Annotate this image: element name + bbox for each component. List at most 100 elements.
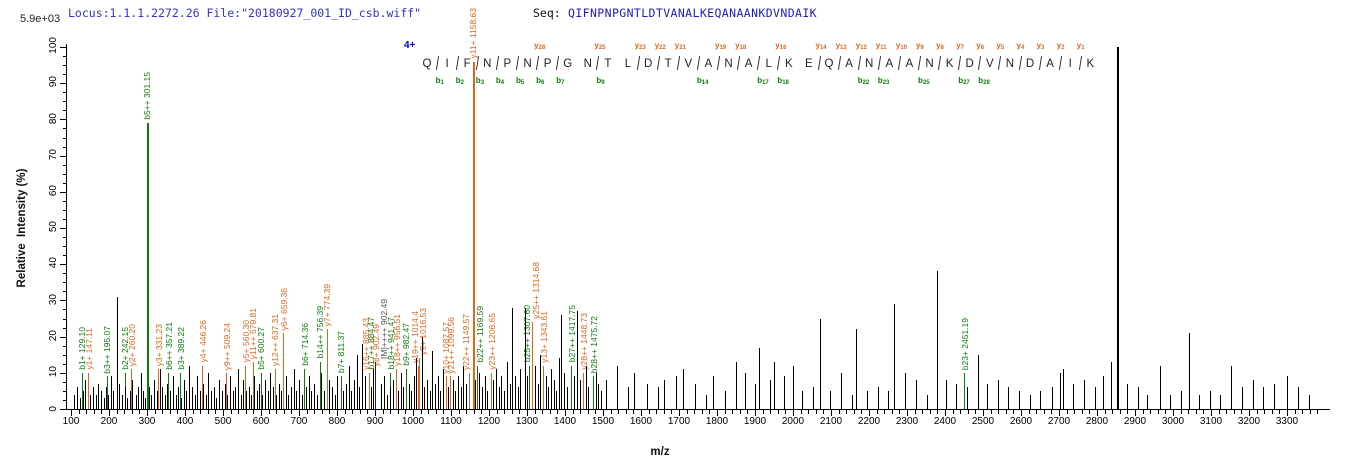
x-major-tick — [983, 410, 984, 416]
residue-letter: L — [624, 58, 632, 70]
peak-bg — [362, 343, 364, 409]
peak-y — [543, 365, 545, 409]
y-tick-label: 90 — [48, 76, 59, 88]
x-minor-tick — [245, 410, 247, 414]
x-minor-tick — [1119, 410, 1121, 414]
x-minor-tick — [800, 410, 802, 414]
peak-label-y: y11++ 579.81 — [248, 307, 259, 359]
peak-b — [81, 372, 83, 409]
x-major-tick — [717, 410, 718, 416]
x-minor-tick — [884, 410, 886, 414]
peak-y — [274, 369, 276, 409]
x-tick-label: 2300 — [895, 416, 919, 427]
peak-bg — [140, 372, 142, 409]
y-minor-tick — [63, 65, 66, 67]
x-major-tick — [413, 410, 414, 416]
peak-bg — [534, 365, 536, 409]
peak-bg — [1059, 372, 1061, 409]
y-minor-tick — [63, 381, 66, 383]
y-minor-tick — [63, 282, 66, 284]
x-minor-tick — [861, 410, 863, 414]
y-ion-tag: y13 — [835, 41, 847, 51]
x-axis-line — [66, 409, 1330, 410]
peak-bg — [573, 376, 575, 409]
peak-bg — [89, 394, 91, 409]
y-minor-tick — [63, 101, 66, 103]
x-minor-tick — [1066, 410, 1068, 414]
x-tick-label: 2700 — [1047, 416, 1071, 427]
peak-label-y: y7+ 774.39 — [322, 284, 333, 327]
peak-bg — [270, 372, 272, 409]
peak-bg — [916, 380, 917, 409]
peak-bg — [414, 376, 415, 409]
x-minor-tick — [732, 410, 734, 414]
peak-bg — [819, 318, 821, 409]
x-minor-tick — [990, 410, 992, 414]
peak-bg — [208, 372, 210, 409]
peak-bg — [243, 380, 245, 409]
y-minor-tick — [63, 110, 66, 112]
peak-bg — [1286, 376, 1288, 409]
peak-bg — [426, 380, 428, 409]
peak-bg — [1231, 365, 1233, 409]
x-minor-tick — [283, 410, 285, 414]
y-minor-tick — [63, 146, 66, 148]
x-major-tick — [261, 410, 262, 416]
y-ion-tag: y16 — [775, 41, 787, 51]
seq-label: Seq: — [533, 6, 561, 20]
peak-bg — [259, 383, 261, 409]
peak-bg — [705, 394, 707, 409]
peak-bg — [77, 387, 79, 409]
peak-y — [326, 329, 328, 409]
peak-bg — [331, 387, 333, 409]
x-minor-tick — [93, 410, 95, 414]
y-minor-tick — [63, 246, 66, 248]
peak-bg — [308, 376, 310, 409]
x-minor-tick — [397, 410, 399, 414]
x-minor-tick — [1074, 410, 1076, 414]
peak-bg — [148, 387, 150, 409]
x-tick-label: 1100 — [440, 416, 462, 427]
peak-bg — [151, 394, 153, 409]
residue-letter: A — [704, 58, 713, 70]
peak-y — [418, 358, 420, 409]
peak-label-b: b27++ 1417.75 — [566, 305, 577, 363]
peak-bg — [579, 380, 581, 409]
peak-bg — [192, 387, 194, 409]
residue-letter: T — [664, 58, 672, 70]
x-minor-tick — [291, 410, 293, 414]
x-major-tick — [109, 410, 110, 416]
peak-bg — [421, 336, 423, 409]
peak-bg — [429, 390, 431, 409]
peak-bg — [482, 387, 483, 409]
y-major-tick — [60, 47, 66, 48]
residue-letter: Q — [824, 58, 834, 70]
peak-bg — [321, 372, 323, 409]
peak-bg — [712, 376, 714, 409]
x-minor-tick — [1104, 410, 1106, 414]
x-major-tick — [489, 410, 490, 416]
y-ion-tag: y11 — [875, 41, 887, 51]
peak-bg — [298, 380, 300, 409]
x-tick-label: 1000 — [401, 416, 425, 427]
residue-letter: N — [865, 58, 874, 70]
peak-bg — [103, 398, 105, 409]
peak-y — [532, 322, 534, 409]
x-minor-tick — [1180, 410, 1182, 414]
y-minor-tick — [63, 200, 66, 202]
peak-bg — [1220, 394, 1222, 409]
peak-b — [146, 123, 149, 409]
x-minor-tick — [230, 410, 232, 414]
peak-bg — [265, 380, 267, 409]
x-major-tick — [679, 410, 680, 416]
peak-bg — [95, 394, 97, 409]
peak-bg — [276, 394, 278, 409]
x-tick-label: 500 — [214, 416, 232, 427]
peak-bg — [927, 394, 928, 409]
x-minor-tick — [352, 410, 354, 414]
peak-bg — [124, 387, 126, 409]
peak-bg — [1127, 383, 1129, 409]
peak-bg — [285, 376, 287, 409]
peak-label-precursor: [M]++++ 902.49 — [378, 298, 389, 359]
x-minor-tick — [701, 410, 703, 414]
